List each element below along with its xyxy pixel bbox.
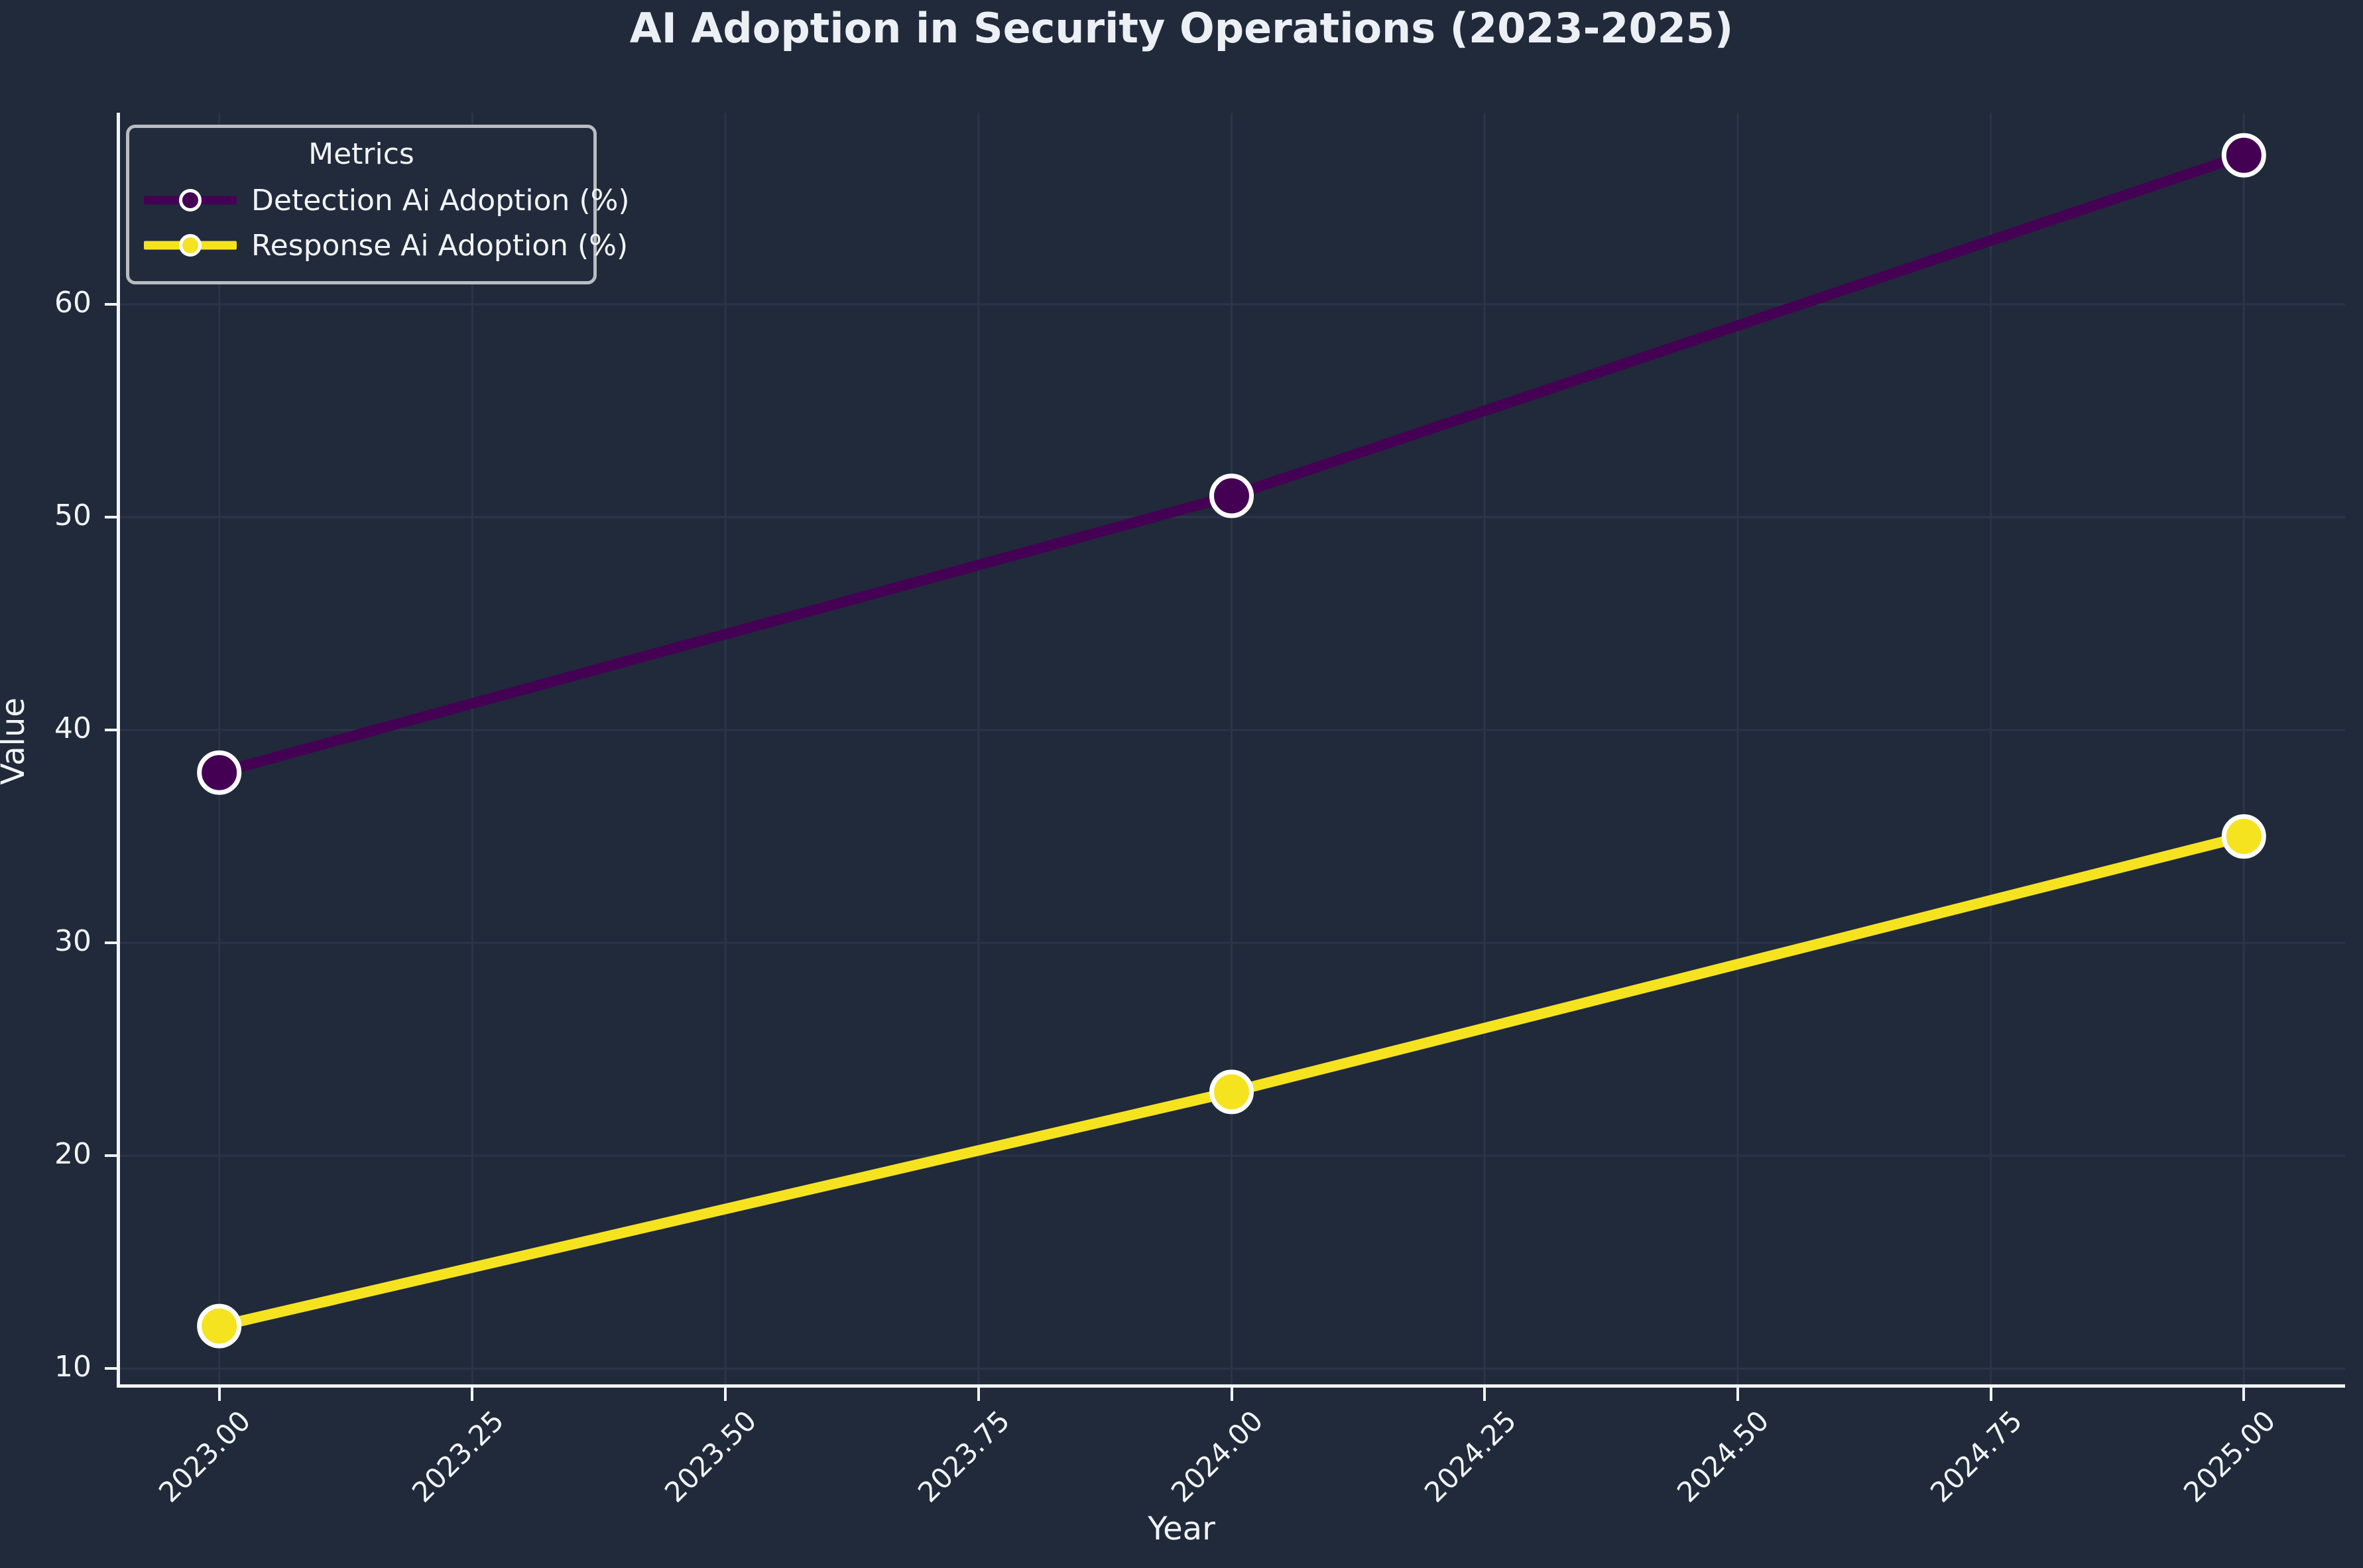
legend-marker-icon bbox=[179, 234, 202, 257]
legend-marker-icon bbox=[179, 189, 202, 211]
x-axis-spine bbox=[117, 1384, 2345, 1388]
y-tick-mark bbox=[105, 302, 117, 306]
x-axis-title: Year bbox=[1148, 1510, 1215, 1547]
data-point-marker[interactable] bbox=[2221, 133, 2266, 178]
y-tick-label-text: 50 bbox=[54, 499, 91, 533]
y-tick-label: 40 bbox=[0, 711, 91, 746]
y-tick-label-text: 10 bbox=[54, 1350, 91, 1384]
y-tick-mark bbox=[105, 1367, 117, 1370]
y-tick-label-text: 40 bbox=[54, 711, 91, 746]
y-tick-label-text: 30 bbox=[54, 924, 91, 959]
y-tick-mark bbox=[105, 941, 117, 945]
legend-entry-label: Response Ai Adoption (%) bbox=[251, 228, 629, 263]
chart-legend[interactable]: Metrics Detection Ai Adoption (%) Respons… bbox=[126, 125, 630, 284]
x-tick-mark bbox=[217, 1388, 221, 1401]
x-tick-mark bbox=[1230, 1388, 1233, 1401]
y-tick-mark bbox=[105, 729, 117, 732]
x-tick-mark bbox=[2242, 1388, 2246, 1401]
legend-entry-0[interactable]: Detection Ai Adoption (%) bbox=[144, 178, 630, 223]
legend-entries: Detection Ai Adoption (%) Response Ai Ado… bbox=[144, 178, 630, 268]
y-tick-label: 50 bbox=[0, 499, 91, 533]
x-tick-label-text: 2025.00 bbox=[2177, 1404, 2281, 1509]
x-tick-label-text: 2023.50 bbox=[658, 1404, 763, 1509]
data-point-marker[interactable] bbox=[197, 750, 242, 795]
x-tick-mark bbox=[471, 1388, 474, 1401]
y-tick-label: 60 bbox=[0, 286, 91, 320]
x-tick-label-text: 2024.00 bbox=[1164, 1404, 1270, 1509]
legend-entry-label: Detection Ai Adoption (%) bbox=[251, 183, 630, 217]
x-tick-mark bbox=[1483, 1388, 1486, 1401]
y-tick-label: 10 bbox=[0, 1350, 91, 1384]
series-markers bbox=[197, 133, 2266, 1349]
y-tick-mark bbox=[105, 516, 117, 519]
legend-swatch-icon bbox=[144, 187, 237, 213]
y-axis-spine bbox=[117, 113, 120, 1388]
data-point-marker[interactable] bbox=[2221, 814, 2266, 859]
y-tick-label-text: 60 bbox=[54, 285, 91, 320]
legend-title: Metrics bbox=[308, 137, 414, 171]
x-tick-mark bbox=[977, 1388, 980, 1401]
y-tick-label-text: 20 bbox=[54, 1137, 91, 1172]
x-tick-label-text: 2023.75 bbox=[911, 1404, 1016, 1509]
y-tick-label: 30 bbox=[0, 924, 91, 959]
plot-area bbox=[118, 113, 2345, 1386]
y-axis-title: Value bbox=[0, 697, 32, 785]
x-tick-label-text: 2024.50 bbox=[1671, 1404, 1776, 1509]
data-point-marker[interactable] bbox=[1209, 1069, 1254, 1115]
y-tick-label: 20 bbox=[0, 1137, 91, 1172]
gridlines bbox=[118, 113, 2345, 1386]
plot-canvas bbox=[118, 113, 2345, 1386]
chart-title: AI Adoption in Security Operations (2023… bbox=[629, 4, 1734, 52]
x-tick-mark bbox=[1989, 1388, 1992, 1401]
x-tick-label-text: 2024.75 bbox=[1923, 1404, 2029, 1509]
data-point-marker[interactable] bbox=[1209, 473, 1254, 518]
x-tick-mark bbox=[1736, 1388, 1739, 1401]
legend-swatch-icon bbox=[144, 232, 237, 259]
x-tick-label-text: 2023.25 bbox=[405, 1404, 511, 1509]
y-tick-mark bbox=[105, 1154, 117, 1158]
data-point-marker[interactable] bbox=[197, 1303, 242, 1349]
x-tick-label-text: 2024.25 bbox=[1418, 1404, 1522, 1509]
legend-entry-1[interactable]: Response Ai Adoption (%) bbox=[144, 223, 628, 268]
x-tick-label-text: 2023.00 bbox=[152, 1404, 257, 1509]
x-tick-mark bbox=[724, 1388, 727, 1401]
